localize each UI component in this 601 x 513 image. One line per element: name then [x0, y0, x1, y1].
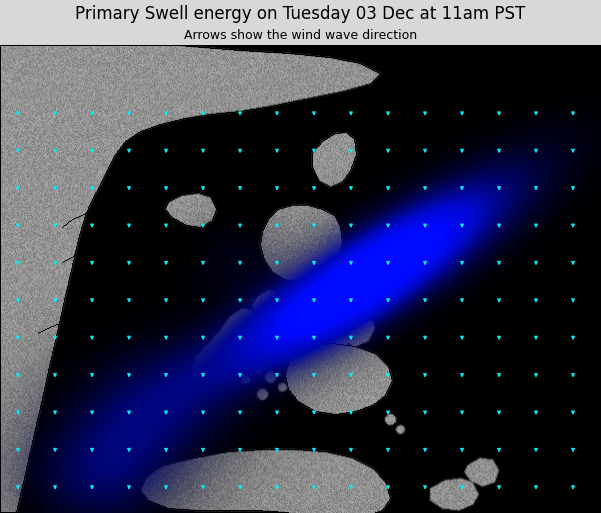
Text: Arrows show the wind wave direction: Arrows show the wind wave direction: [184, 29, 417, 42]
Text: Primary Swell energy on Tuesday 03 Dec at 11am PST: Primary Swell energy on Tuesday 03 Dec a…: [75, 5, 526, 23]
